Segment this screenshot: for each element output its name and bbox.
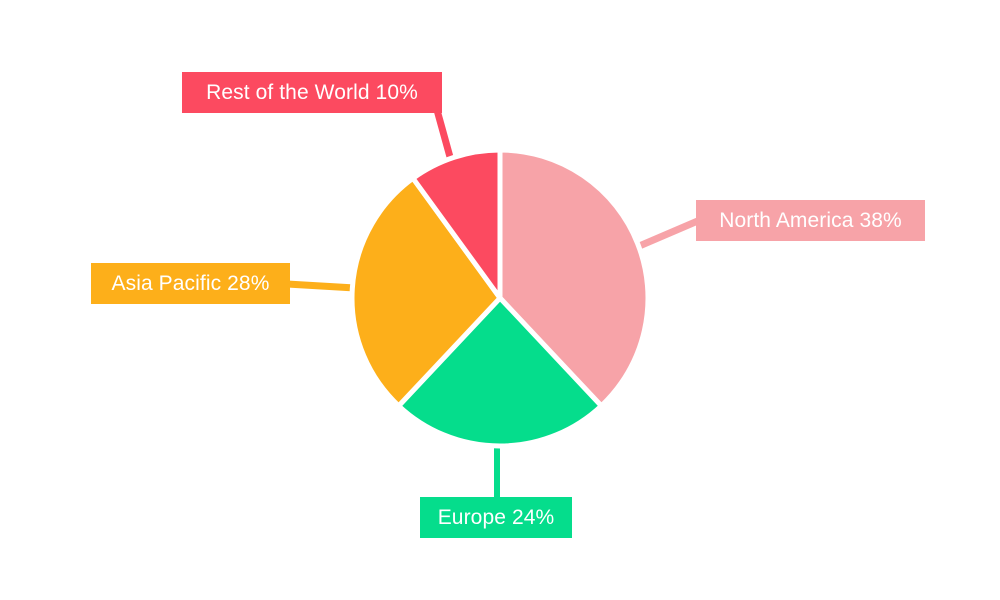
pie-label-rest-of-world[interactable]: Rest of the World 10%: [182, 72, 442, 113]
pie-label-north-america[interactable]: North America 38%: [696, 200, 925, 241]
pie-slice-rest-of-world[interactable]: [410, 147, 503, 301]
pie-slices-group: [349, 147, 651, 449]
pie-slice-asia-pacific[interactable]: [349, 175, 503, 409]
leader-line-asia-pacific: [286, 280, 356, 292]
pie-label-asia-pacific[interactable]: Asia Pacific 28%: [91, 263, 290, 304]
leader-line-north-america: [635, 216, 702, 251]
pie-slice-north-america[interactable]: [497, 147, 651, 409]
pie-label-europe[interactable]: Europe 24%: [420, 497, 572, 538]
pie-slice-europe[interactable]: [396, 295, 604, 449]
